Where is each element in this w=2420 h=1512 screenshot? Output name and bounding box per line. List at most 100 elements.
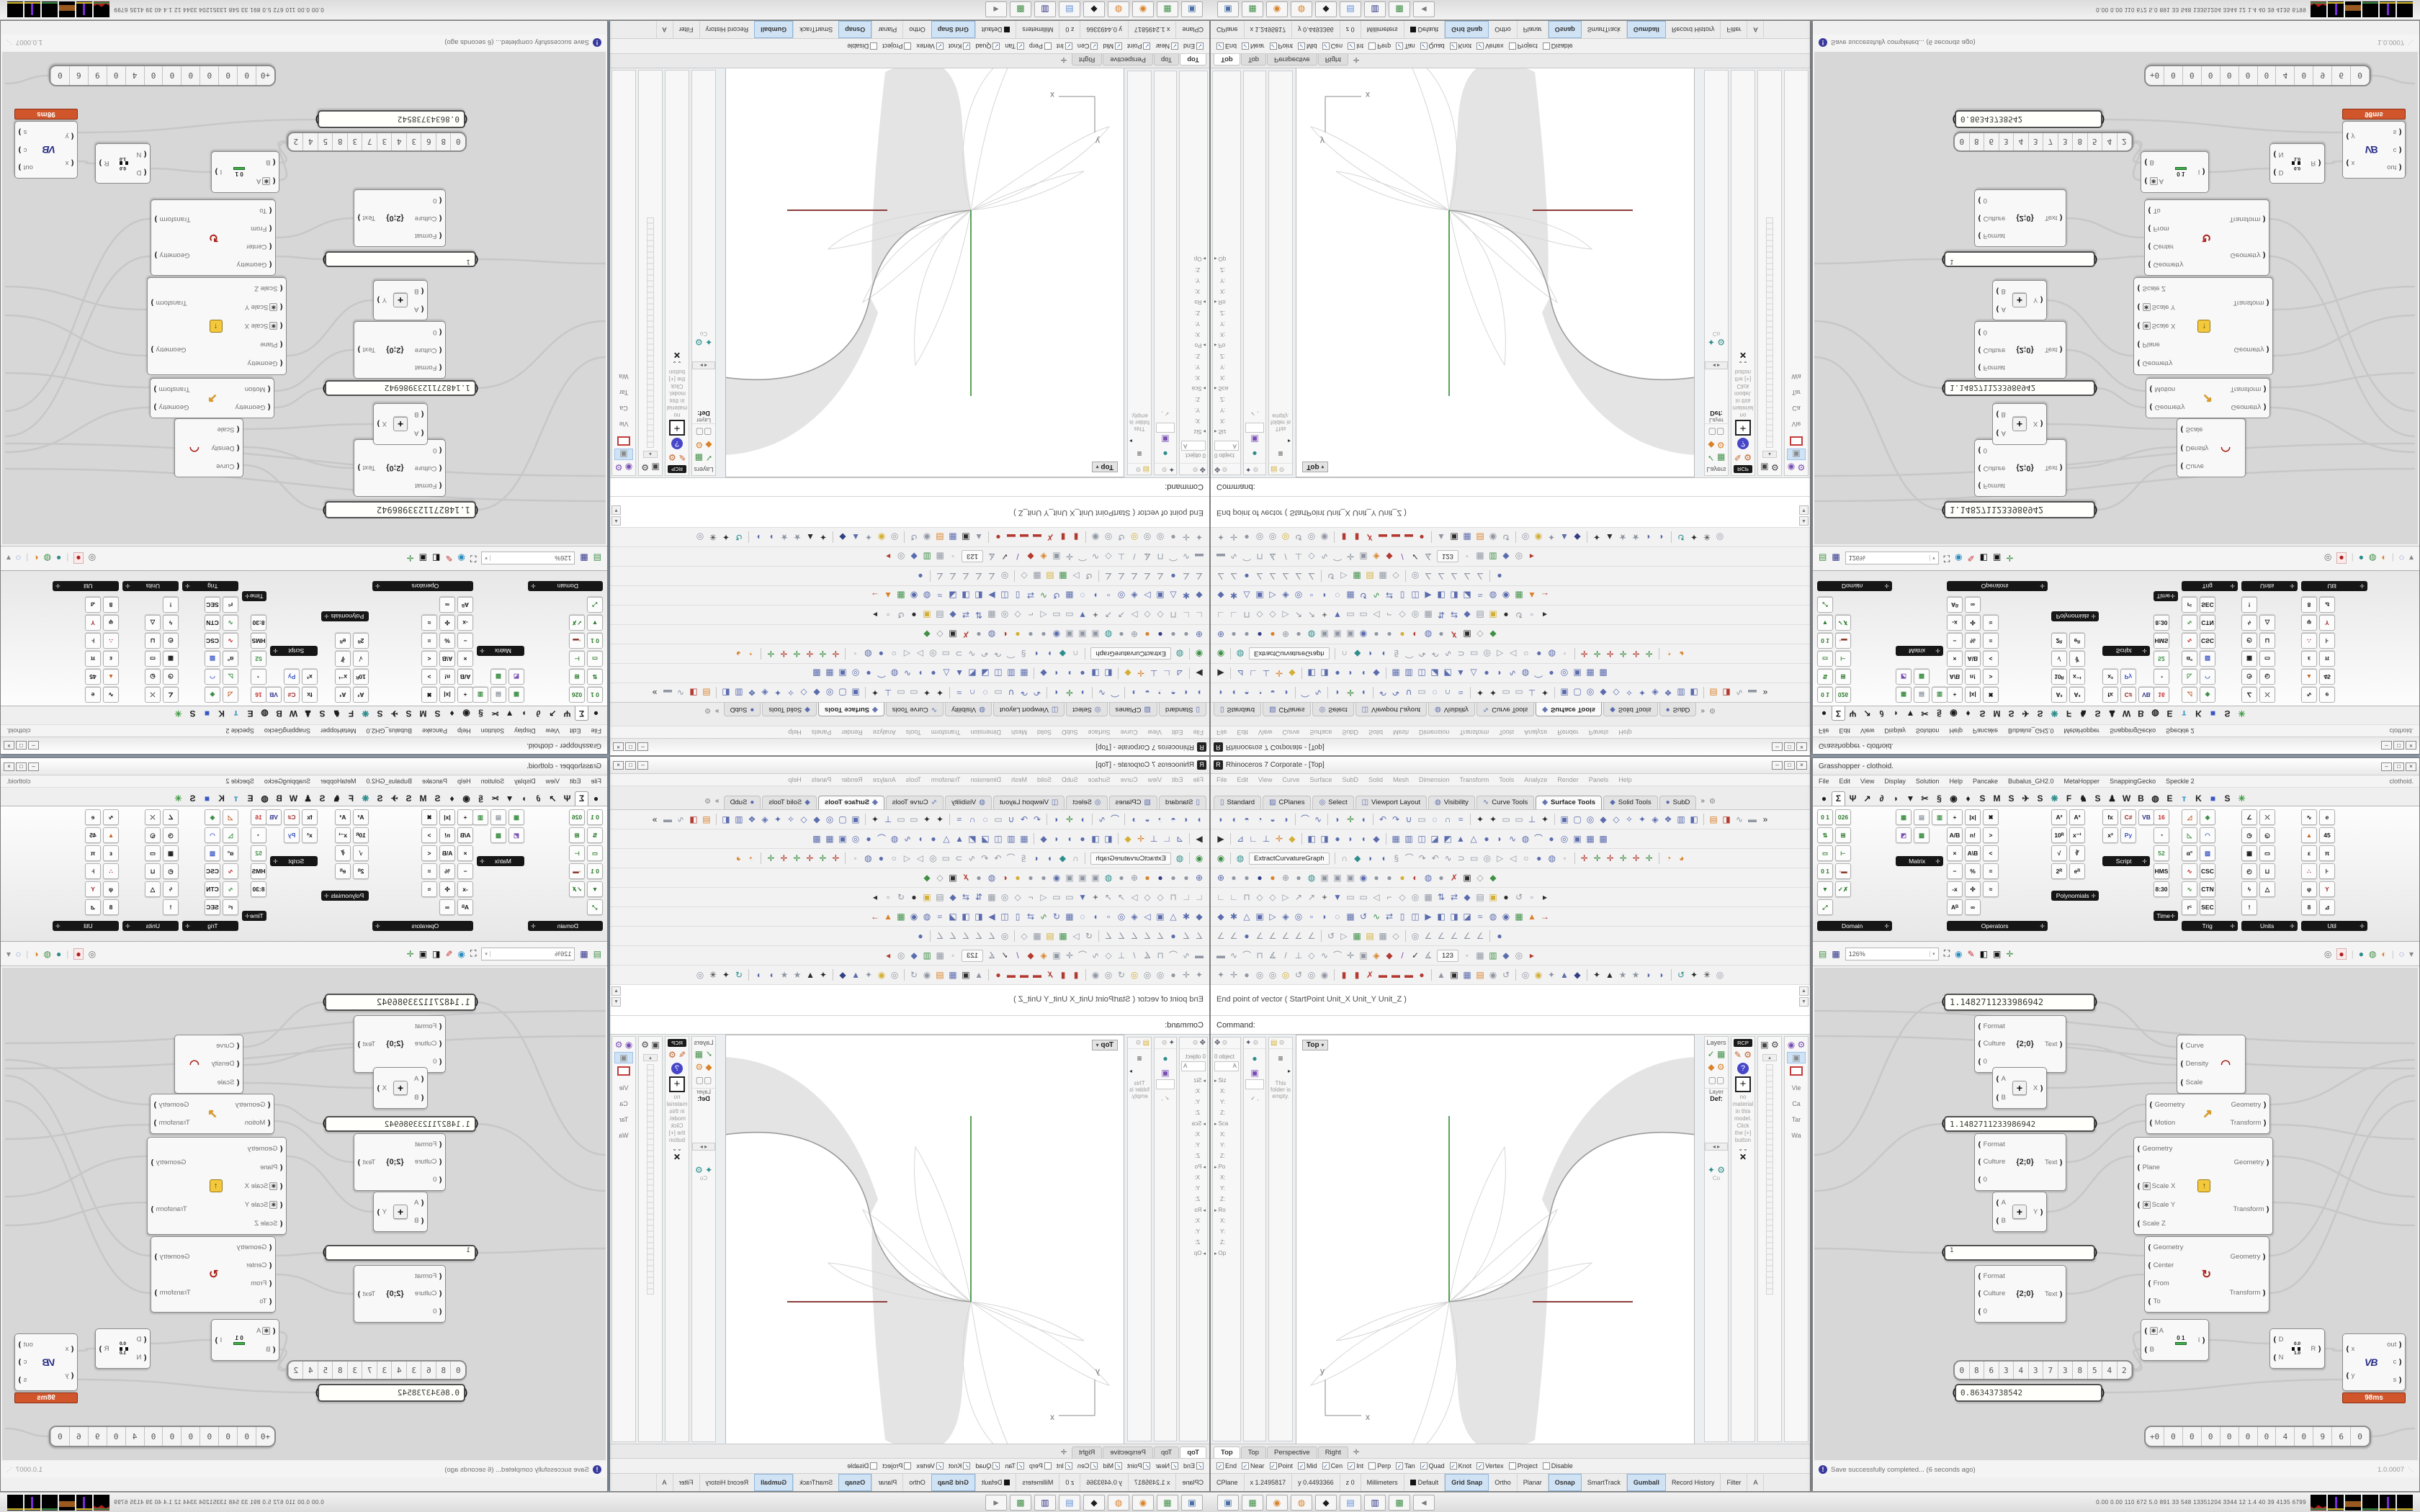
gh-group-label-domain[interactable]: Domain ✛ <box>528 581 603 591</box>
toolbar-icon[interactable]: ▩ <box>812 668 821 678</box>
taskbar-speaker[interactable]: ◄ <box>985 1 1007 18</box>
gh-category-tab-23[interactable]: ◍ <box>261 708 269 719</box>
toolbar-icon[interactable]: ▲ <box>1605 970 1614 980</box>
toolbar-icon[interactable]: ✦ <box>1195 532 1204 542</box>
toolbar-icon[interactable]: / <box>1016 950 1019 960</box>
rhino-menu-curve[interactable]: Curve <box>1282 776 1300 783</box>
gh-component-icon[interactable]: ◺ <box>2182 827 2197 843</box>
gh-toolbar-icon[interactable]: ◉ <box>457 948 465 959</box>
toolbar-icon[interactable]: △ <box>943 668 950 678</box>
toolbar-icon[interactable]: ▦ <box>1392 668 1400 678</box>
osnap-point[interactable]: ✓ Point <box>1269 42 1294 50</box>
toolbar-icon[interactable]: ▥ <box>1007 834 1016 844</box>
gh-component-icon[interactable]: ◠ <box>2200 669 2215 685</box>
gear-icon[interactable]: ⚙ <box>1192 466 1198 473</box>
toolbar-icon[interactable]: ◆ <box>813 814 820 824</box>
toolbar-icon[interactable]: ▦ <box>1586 834 1595 844</box>
new-layer-icons[interactable]: ▢▢ <box>695 427 712 437</box>
toolbar-icon[interactable]: ✦ <box>819 532 828 542</box>
gh-category-tab-27[interactable]: ■ <box>204 708 210 719</box>
new-layer-icons[interactable]: ▢▢ <box>695 1075 712 1085</box>
gh-component-icon[interactable]: ◩ <box>508 827 524 843</box>
default-layer-row[interactable]: Def: <box>1710 410 1723 417</box>
gh-component-icon[interactable]: ⤫ <box>145 687 161 703</box>
gh-category-tab-12[interactable]: M <box>419 793 427 804</box>
layer-scroll-arrows[interactable]: ◂ ▸ <box>1705 361 1728 369</box>
gh-display-mode-icon[interactable]: | <box>2391 948 2394 959</box>
taskbar-system-monitor[interactable]: ▩ <box>1389 1494 1410 1511</box>
toolbar-icon[interactable]: ◗ <box>1646 970 1652 980</box>
expand-chevrons-icon[interactable]: ⌄⌄ <box>1738 1146 1748 1152</box>
gh-node-rng[interactable]: (D(N 0.0 1.0 R) <box>2269 1328 2325 1369</box>
gh-component-icon[interactable]: ◩ <box>1896 669 1912 685</box>
toolbar-icon[interactable]: ⊓ <box>1243 610 1250 620</box>
toolbar-icon[interactable]: ✦ <box>936 814 944 824</box>
toolbar-icon[interactable]: ◍ <box>890 668 899 678</box>
toolbar-icon[interactable]: ∠ <box>1117 931 1126 941</box>
gh-component-icon[interactable]: ◵ <box>2259 827 2275 843</box>
toolbar-icon[interactable]: ⌒ <box>1242 552 1251 562</box>
toolbar-icon[interactable]: ◎ <box>1143 532 1152 542</box>
close-button[interactable]: × <box>4 741 14 750</box>
gh-toolbar-icon[interactable]: ✎ <box>445 553 453 564</box>
gh-category-tab-9[interactable]: ◉ <box>1950 708 1958 719</box>
toolbar-button-123[interactable]: 123 <box>1437 949 1458 962</box>
toolbar-icon[interactable]: ◨ <box>689 688 698 698</box>
expand-icon[interactable]: ▸ <box>1129 1068 1133 1074</box>
toolbar-icon[interactable]: ◇ <box>1105 552 1112 562</box>
toolbar-icon[interactable]: ◩ <box>968 668 977 678</box>
toolbar-icon[interactable]: ▬ <box>1007 532 1016 542</box>
rhino-menu-render[interactable]: Render <box>841 729 863 736</box>
toolbar-icon[interactable]: ▶ <box>988 590 995 600</box>
gh-category-tab-17[interactable]: F <box>2066 793 2072 804</box>
layer-color-icon[interactable]: ◆ ⚙ <box>695 440 712 450</box>
toolbar-icon[interactable]: ∠ <box>1182 931 1191 941</box>
maximize-button[interactable]: □ <box>625 742 636 752</box>
toolbar-icon[interactable]: ◧ <box>1437 912 1446 922</box>
toolbar-icon[interactable]: ∿ <box>1091 552 1100 562</box>
toolbar-icon[interactable]: ▭ <box>941 649 950 659</box>
toolbar-icon[interactable]: ● <box>1386 629 1392 639</box>
toolbar-icon[interactable]: ★ <box>793 532 802 542</box>
rhino-tab-visibility[interactable]: ◍ Visibility <box>1428 703 1475 716</box>
viewport-tab-top-1[interactable]: Top <box>1153 1446 1180 1458</box>
toolbar-icon[interactable]: ◨ <box>1722 814 1731 824</box>
toolbar-icon[interactable]: ⇄ <box>1450 892 1458 902</box>
status-osnap[interactable]: Osnap <box>838 21 872 38</box>
toolbar-icon[interactable]: ∠ <box>1216 931 1225 941</box>
gh-menu-display[interactable]: Display <box>1884 727 1906 734</box>
properties-field[interactable]: A <box>1214 1061 1239 1071</box>
toolbar-icon[interactable]: ∟ <box>1162 668 1171 678</box>
gh-component-icon[interactable]: SEC <box>2200 899 2215 915</box>
toolbar-icon[interactable]: ⇄ <box>1026 912 1035 922</box>
taskbar-save64[interactable]: ▥ <box>1364 1 1386 18</box>
gh-node-cg[interactable]: (Curve(Density(Scale ◠ <box>174 1035 243 1094</box>
gh-component-icon[interactable]: △ <box>145 615 161 631</box>
gh-component-icon[interactable]: ε <box>2301 845 2317 861</box>
gh-node-a2[interactable]: (A(B + Y) <box>1992 1192 2047 1232</box>
gh-component-icon[interactable]: 52 <box>2154 845 2169 861</box>
panel-scrollbar[interactable] <box>647 1064 654 1295</box>
toolbar-icon[interactable]: ◉ <box>1534 532 1543 542</box>
toolbar-icon[interactable]: ◎ <box>1281 532 1290 542</box>
display-field[interactable] <box>1245 1079 1264 1089</box>
toolbar-icon[interactable]: ∠ <box>1294 931 1303 941</box>
toolbar-button-extractcurvaturegraph[interactable]: ExtractCurvatureGraph <box>1249 852 1330 865</box>
gh-component-icon[interactable]: rᶜ <box>223 597 238 613</box>
toolbar-icon[interactable]: ⌒ <box>877 668 887 678</box>
toolbar-icon[interactable]: ↶ <box>1379 688 1387 698</box>
toolbar-icon[interactable]: ◕ <box>1679 853 1685 863</box>
toolbar-icon[interactable]: ◦ <box>951 950 955 960</box>
toolbar-icon[interactable]: ∠ <box>1229 931 1238 941</box>
toolbar-icon[interactable]: ∿ <box>1320 552 1329 562</box>
toolbar-icon[interactable]: ● <box>1497 931 1502 941</box>
toolbar-icon[interactable]: ◖ <box>1361 688 1366 698</box>
toolbar-icon[interactable]: ▭ <box>1502 688 1510 698</box>
toolbar-icon[interactable]: ◦ <box>951 552 955 562</box>
toolbar-icon[interactable]: ∠ <box>1294 571 1303 581</box>
toolbar-icon[interactable]: ✛ <box>806 853 814 863</box>
toolbar-icon[interactable]: ∠ <box>1307 931 1316 941</box>
toolbar-icon[interactable]: ● <box>1170 629 1176 639</box>
gh-component-icon[interactable]: Y <box>2319 881 2335 897</box>
toolbar-icon[interactable]: ● <box>1170 931 1176 941</box>
